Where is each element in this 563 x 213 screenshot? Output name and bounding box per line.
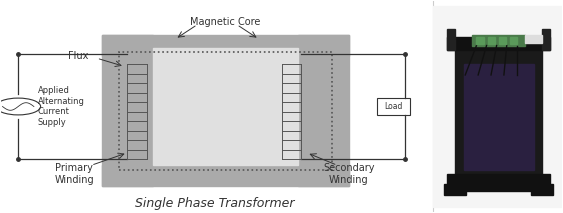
- Bar: [455, 50, 542, 180]
- Bar: [102, 35, 153, 186]
- Bar: [153, 48, 298, 165]
- Bar: [472, 35, 525, 46]
- Bar: [444, 184, 466, 195]
- Bar: [510, 37, 517, 45]
- Bar: [531, 184, 553, 195]
- Text: Load: Load: [385, 102, 403, 111]
- Text: Secondary
Winding: Secondary Winding: [323, 163, 374, 185]
- Bar: [476, 37, 484, 45]
- Bar: [433, 6, 562, 207]
- Text: Magnetic Core: Magnetic Core: [190, 17, 261, 27]
- Bar: [298, 35, 348, 186]
- Bar: [542, 29, 551, 50]
- Bar: [447, 37, 551, 50]
- Bar: [447, 174, 551, 191]
- Text: Flux: Flux: [68, 51, 88, 61]
- Bar: [377, 98, 410, 115]
- Bar: [119, 52, 332, 170]
- Text: Primary
Winding: Primary Winding: [55, 163, 94, 185]
- Bar: [488, 37, 495, 45]
- Bar: [102, 165, 348, 186]
- Bar: [447, 29, 455, 50]
- Text: Applied
Alternating
Current
Supply: Applied Alternating Current Supply: [38, 86, 84, 127]
- Bar: [463, 65, 534, 170]
- Bar: [499, 37, 506, 45]
- Bar: [525, 35, 542, 43]
- Bar: [102, 35, 348, 56]
- Text: Single Phase Transformer: Single Phase Transformer: [135, 197, 294, 210]
